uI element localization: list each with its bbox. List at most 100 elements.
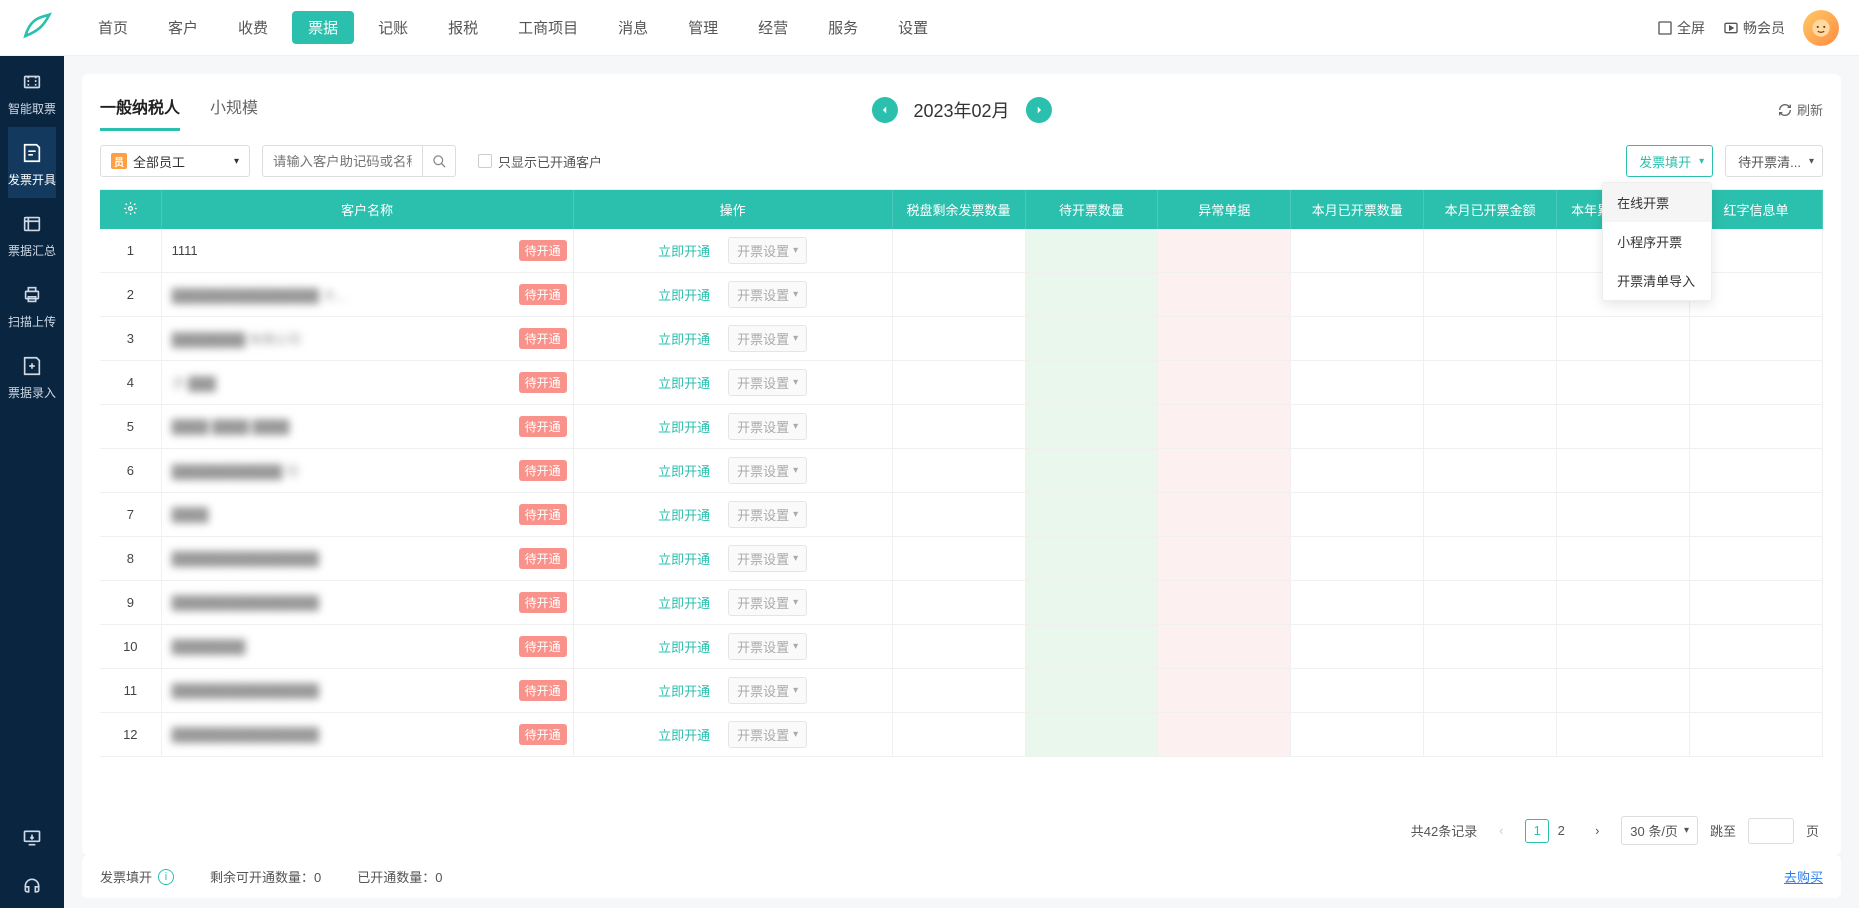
- action-cell: 立即开通 开票设置 ▾: [573, 625, 892, 669]
- status-badge: 待开通: [519, 372, 567, 393]
- page-size-select[interactable]: 30 条/页 ▾: [1621, 816, 1698, 845]
- content-tab-0[interactable]: 一般纳税人: [100, 88, 180, 131]
- fill-menu-item-2[interactable]: 开票清单导入: [1603, 261, 1711, 300]
- sidebar-download[interactable]: [0, 812, 64, 860]
- invoice-setting-button[interactable]: 开票设置 ▾: [728, 325, 807, 352]
- opened-label: 已开通数量：: [357, 870, 435, 885]
- jump-label-pre: 跳至: [1710, 821, 1736, 840]
- customer-name-cell: ████ ████ ████待开通: [161, 405, 573, 449]
- footer-title-wrap: 发票填开 i: [100, 867, 174, 886]
- open-now-link[interactable]: 立即开通: [658, 244, 710, 259]
- date-next-button[interactable]: [1026, 97, 1052, 123]
- fill-menu-item-0[interactable]: 在线开票: [1603, 183, 1711, 222]
- table-row: 4济 ███待开通立即开通开票设置 ▾: [100, 361, 1823, 405]
- page-prev-button[interactable]: ‹: [1489, 819, 1513, 843]
- invoice-setting-button[interactable]: 开票设置 ▾: [728, 633, 807, 660]
- open-now-link[interactable]: 立即开通: [658, 376, 710, 391]
- chevron-down-icon: ▾: [793, 729, 798, 740]
- topnav-item-4[interactable]: 记账: [362, 11, 424, 44]
- topnav-item-3[interactable]: 票据: [292, 11, 354, 44]
- only-opened-checkbox[interactable]: [478, 154, 492, 168]
- open-now-link[interactable]: 立即开通: [658, 464, 710, 479]
- topnav-item-5[interactable]: 报税: [432, 11, 494, 44]
- refresh-label: 刷新: [1797, 100, 1823, 119]
- customer-name-cell: ████████████████待开通: [161, 581, 573, 625]
- play-icon: [1723, 20, 1739, 36]
- sidebar-item-0[interactable]: 智能取票: [8, 56, 56, 127]
- page-number-1[interactable]: 1: [1525, 819, 1549, 843]
- status-badge: 待开通: [519, 680, 567, 701]
- invoice-setting-button[interactable]: 开票设置 ▾: [728, 281, 807, 308]
- customer-name-cell: 济 ███ 待开通: [161, 361, 573, 405]
- open-now-link[interactable]: 立即开通: [658, 332, 710, 347]
- table-row: 10████████待开通立即开通开票设置 ▾: [100, 625, 1823, 669]
- invoice-setting-button[interactable]: 开票设置 ▾: [728, 457, 807, 484]
- member-button[interactable]: 畅会员: [1723, 18, 1785, 38]
- page-number-2[interactable]: 2: [1549, 819, 1573, 843]
- gear-icon[interactable]: [123, 201, 138, 216]
- table-header-row: 客户名称操作税盘剩余发票数量待开票数量异常单据本月已开票数量本月已开票金额本年累…: [100, 190, 1823, 229]
- remaining-label: 剩余可开通数量：: [210, 870, 314, 885]
- fullscreen-label: 全屏: [1677, 18, 1705, 38]
- search-input[interactable]: [262, 145, 422, 177]
- open-now-link[interactable]: 立即开通: [658, 552, 710, 567]
- only-opened-wrap: 只显示已开通客户: [478, 152, 602, 171]
- topnav-item-1[interactable]: 客户: [152, 11, 214, 44]
- open-now-link[interactable]: 立即开通: [658, 684, 710, 699]
- open-now-link[interactable]: 立即开通: [658, 596, 710, 611]
- table-row: 9████████████████待开通 立即开通 开票设置 ▾: [100, 581, 1823, 625]
- open-now-link[interactable]: 立即开通: [658, 420, 710, 435]
- customer-name: ████: [172, 507, 209, 522]
- search-button[interactable]: [422, 145, 456, 177]
- invoice-setting-button[interactable]: 开票设置 ▾: [728, 413, 807, 440]
- date-prev-button[interactable]: [871, 97, 897, 123]
- open-now-link[interactable]: 立即开通: [658, 288, 710, 303]
- customer-name: ████████████████ 大...: [172, 285, 347, 304]
- sidebar-support[interactable]: [0, 860, 64, 908]
- pending-list-dropdown[interactable]: 待开票清... ▾: [1725, 145, 1823, 177]
- invoice-setting-button[interactable]: 开票设置 ▾: [728, 545, 807, 572]
- sidebar-item-3[interactable]: 扫描上传: [8, 269, 56, 340]
- invoice-setting-button[interactable]: 开票设置 ▾: [728, 721, 807, 748]
- buy-link[interactable]: 去购买: [1784, 867, 1823, 886]
- customer-name: 济 ███: [172, 373, 216, 392]
- action-cell: 立即开通 开票设置 ▾: [573, 405, 892, 449]
- status-badge: 待开通: [519, 504, 567, 525]
- row-index: 9: [100, 581, 161, 625]
- topnav-item-7[interactable]: 消息: [602, 11, 664, 44]
- invoice-setting-button[interactable]: 开票设置 ▾: [728, 589, 807, 616]
- invoice-setting-button[interactable]: 开票设置 ▾: [728, 677, 807, 704]
- topnav-item-2[interactable]: 收费: [222, 11, 284, 44]
- page-next-button[interactable]: ›: [1585, 819, 1609, 843]
- refresh-button[interactable]: 刷新: [1777, 100, 1823, 119]
- topnav-item-6[interactable]: 工商项目: [502, 11, 594, 44]
- row-index: 5: [100, 405, 161, 449]
- sidebar-item-4[interactable]: 票据录入: [8, 340, 56, 411]
- pagination: 共42条记录 ‹ 12 › 30 条/页 ▾ 跳至 页: [100, 806, 1823, 855]
- table-header-5: 异常单据: [1158, 190, 1291, 229]
- topnav-item-9[interactable]: 经营: [742, 11, 804, 44]
- status-badge: 待开通: [519, 636, 567, 657]
- invoice-setting-button[interactable]: 开票设置 ▾: [728, 501, 807, 528]
- open-now-link[interactable]: 立即开通: [658, 508, 710, 523]
- sidebar-item-1[interactable]: 发票开具: [8, 127, 56, 198]
- topnav-item-8[interactable]: 管理: [672, 11, 734, 44]
- fullscreen-button[interactable]: 全屏: [1657, 18, 1705, 38]
- open-now-link[interactable]: 立即开通: [658, 728, 710, 743]
- fill-invoice-dropdown[interactable]: 发票填开 ▾ 在线开票小程序开票开票清单导入: [1626, 145, 1713, 177]
- invoice-setting-button[interactable]: 开票设置 ▾: [728, 369, 807, 396]
- topnav-item-0[interactable]: 首页: [82, 11, 144, 44]
- customer-name: ████ ████ ████: [172, 419, 290, 434]
- invoice-setting-button[interactable]: 开票设置 ▾: [728, 237, 807, 264]
- sidebar-item-2[interactable]: 票据汇总: [8, 198, 56, 269]
- topnav-item-10[interactable]: 服务: [812, 11, 874, 44]
- open-now-link[interactable]: 立即开通: [658, 640, 710, 655]
- employee-select[interactable]: 员 全部员工 ▾: [100, 145, 250, 177]
- tabs: 一般纳税人小规模: [100, 88, 258, 131]
- info-icon[interactable]: i: [158, 869, 174, 885]
- fill-menu-item-1[interactable]: 小程序开票: [1603, 222, 1711, 261]
- content-tab-1[interactable]: 小规模: [210, 88, 258, 131]
- jump-page-input[interactable]: [1748, 818, 1794, 844]
- avatar[interactable]: [1803, 10, 1839, 46]
- topnav-item-11[interactable]: 设置: [882, 11, 944, 44]
